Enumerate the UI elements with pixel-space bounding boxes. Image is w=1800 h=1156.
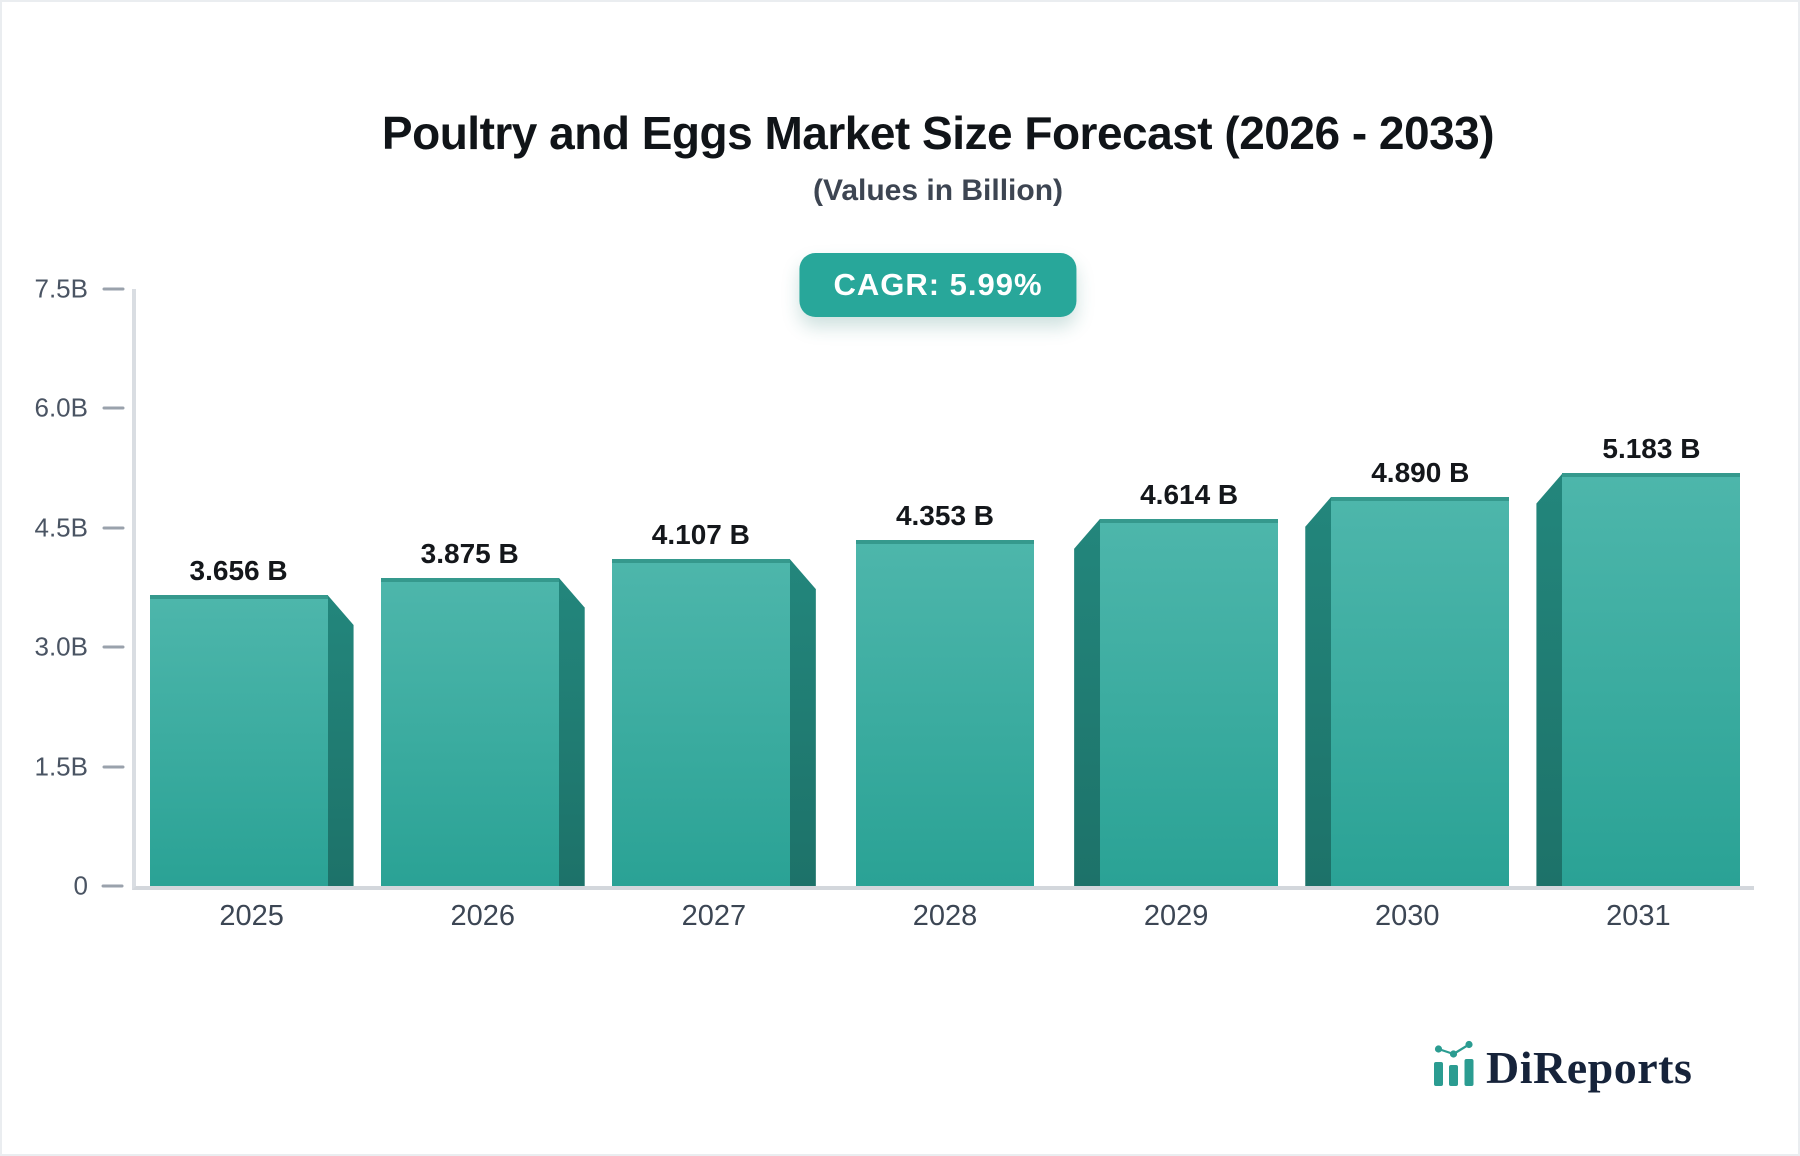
bar-column: 5.183 B: [1523, 289, 1754, 886]
cagr-badge: CAGR: 5.99%: [799, 253, 1077, 317]
x-axis-labels: 2025 2026 2027 2028 2029 2030 2031: [136, 900, 1754, 933]
bar-value-label: 4.890 B: [1371, 456, 1470, 488]
plot-area: 7.5B 6.0B 4.5B 3.0B 1.5B 0 3.656 B 3.875 B 4.10…: [35, 274, 1754, 932]
x-axis-label: 2029: [1143, 900, 1209, 932]
y-tick-label: 1.5B: [34, 751, 89, 782]
bar-face: 4.890 B: [1331, 457, 1510, 886]
bar-column: 4.890 B: [1292, 289, 1523, 886]
bar-face: 3.875 B: [380, 538, 559, 886]
bar-column: 3.875 B: [367, 289, 598, 886]
y-tick-label: 4.5B: [34, 512, 89, 543]
bar-value-label: 4.614 B: [1140, 478, 1239, 510]
y-tick-mark: [102, 884, 124, 888]
bar-column: 3.656 B: [136, 289, 367, 886]
y-tick-mark: [102, 406, 124, 410]
bar-value-label: 3.875 B: [420, 537, 519, 569]
y-tick-mark: [102, 765, 124, 769]
bar-value-label: 4.353 B: [895, 499, 995, 531]
chart-subtitle: (Values in Billion): [812, 174, 1064, 207]
bar-3d-side: [789, 559, 816, 886]
bar-column: 4.614 B: [1061, 289, 1292, 886]
bar-3d-side: [558, 577, 585, 886]
logo-text: DiReports: [1486, 1042, 1693, 1093]
y-tick: 1.5B: [34, 751, 124, 782]
x-axis-label: 2028: [912, 900, 978, 932]
bar: 5.183 B: [1536, 433, 1741, 886]
x-axis-label: 2030: [1375, 900, 1440, 932]
y-tick: 0: [74, 871, 124, 902]
y-tick-mark: [102, 287, 124, 291]
y-tick-label: 3.0B: [34, 631, 89, 662]
bar: 4.107 B: [611, 519, 816, 886]
y-tick: 6.0B: [34, 392, 124, 424]
x-axis-label: 2031: [1606, 900, 1671, 932]
bar-face: 3.656 B: [149, 555, 328, 886]
bar: 3.656 B: [149, 555, 354, 886]
y-tick: 4.5B: [34, 512, 124, 543]
bar-column: 4.353 B: [829, 289, 1060, 886]
y-tick: 7.5B: [34, 273, 124, 305]
bar-value-label: 3.656 B: [189, 554, 288, 586]
bar-column: 4.107 B: [598, 289, 829, 886]
bar-3d-side: [1074, 518, 1101, 886]
y-tick-label: 0: [73, 870, 88, 901]
y-tick-label: 6.0B: [34, 392, 89, 423]
chart-title: Poultry and Eggs Market Size Forecast (2…: [381, 107, 1495, 159]
x-axis-label: 2027: [681, 900, 747, 932]
bar-value-label: 5.183 B: [1602, 433, 1701, 465]
y-tick: 3.0B: [34, 631, 124, 663]
bar: 4.890 B: [1305, 457, 1510, 886]
mini-bar-chart-logo-icon: [1434, 1040, 1480, 1091]
bar-3d-side: [1536, 473, 1563, 886]
bar-face: 5.183 B: [1562, 433, 1741, 886]
bar: 4.614 B: [1074, 479, 1279, 886]
x-axis-label: 2025: [219, 900, 284, 932]
bar-face: 4.353 B: [855, 500, 1034, 886]
x-axis-label: 2026: [450, 900, 515, 932]
bar-face: 4.107 B: [611, 519, 790, 886]
y-tick-label: 7.5B: [34, 273, 89, 304]
y-tick-mark: [102, 526, 124, 530]
bar-face: 4.614 B: [1100, 479, 1279, 886]
direports-logo: DiReports: [1434, 1040, 1692, 1091]
bar-3d-side: [1305, 496, 1332, 886]
y-tick-mark: [102, 645, 124, 649]
bar-value-label: 4.107 B: [651, 519, 750, 551]
bar-3d-side: [327, 594, 354, 886]
bar: 3.875 B: [380, 538, 585, 886]
bars-row: 3.656 B 3.875 B 4.107 B 4.353 B 4.614 B 4.890…: [136, 289, 1754, 886]
bar: 4.353 B: [855, 500, 1034, 886]
